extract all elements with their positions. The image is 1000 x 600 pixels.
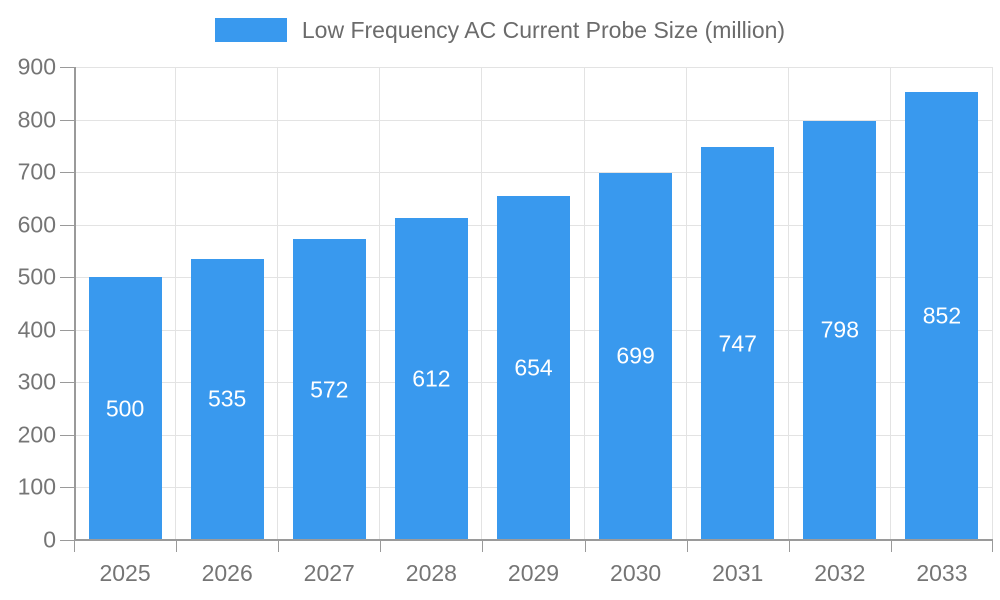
legend-label: Low Frequency AC Current Probe Size (mil… xyxy=(301,16,786,43)
x-axis-label: 2031 xyxy=(712,560,764,586)
y-axis-label: 800 xyxy=(17,106,56,133)
x-axis-tick xyxy=(890,540,892,552)
gridline-horizontal xyxy=(74,119,993,121)
bar[interactable] xyxy=(497,196,570,540)
gridline-vertical xyxy=(277,67,279,540)
x-axis-tick xyxy=(584,540,586,552)
y-axis-label: 300 xyxy=(17,368,56,395)
x-axis-label: 2025 xyxy=(99,560,151,586)
x-axis-tick xyxy=(278,540,280,552)
y-axis-tick xyxy=(60,487,74,489)
y-axis-label: 0 xyxy=(43,526,56,553)
bar-value-label: 699 xyxy=(616,342,655,369)
y-axis-label: 200 xyxy=(17,421,56,448)
gridline-horizontal xyxy=(74,67,993,68)
bar-value-label: 535 xyxy=(207,385,247,412)
y-axis-tick xyxy=(60,382,74,384)
gridline-vertical xyxy=(175,67,177,540)
legend-swatch-icon xyxy=(214,18,287,42)
x-axis-label: 2026 xyxy=(201,560,253,586)
bar[interactable] xyxy=(88,277,162,540)
bar-value-label: 852 xyxy=(922,302,962,329)
y-axis-tick xyxy=(60,224,74,226)
gridline-vertical xyxy=(481,67,483,540)
y-axis-label: 500 xyxy=(17,263,56,290)
plot-area: 500 535 572 612 654 699 747 798 852 xyxy=(74,67,993,541)
bar-value-label: 572 xyxy=(310,376,349,403)
bar-value-label: 500 xyxy=(105,395,145,422)
gridline-vertical xyxy=(583,67,585,540)
y-axis-label: 700 xyxy=(17,158,56,185)
bar-value-label: 654 xyxy=(514,354,553,381)
gridline-vertical xyxy=(889,67,891,540)
x-axis-label: 2033 xyxy=(916,560,968,586)
y-axis-line xyxy=(74,67,76,540)
x-axis-tick xyxy=(992,540,993,552)
x-axis-tick xyxy=(482,540,484,552)
y-axis-label: 100 xyxy=(17,473,56,500)
y-axis-tick xyxy=(60,277,74,279)
gridline-vertical xyxy=(379,67,381,540)
y-axis-label: 400 xyxy=(17,316,56,343)
bar[interactable] xyxy=(394,218,468,540)
y-axis-label: 900 xyxy=(17,53,56,80)
bar-value-label: 747 xyxy=(718,330,757,357)
bar[interactable] xyxy=(292,239,366,540)
x-axis-tick xyxy=(176,540,178,552)
x-axis-tick xyxy=(380,540,382,552)
bar[interactable] xyxy=(803,120,877,540)
x-axis-label: 2029 xyxy=(507,560,560,586)
bar-value-label: 798 xyxy=(820,316,860,343)
bar[interactable] xyxy=(701,147,775,540)
y-axis-label: 600 xyxy=(17,211,56,238)
bar[interactable] xyxy=(190,258,264,540)
x-axis-tick xyxy=(788,540,790,552)
y-axis-tick xyxy=(60,540,74,541)
gridline-horizontal xyxy=(74,172,993,174)
gridline-vertical xyxy=(787,67,789,540)
bar[interactable] xyxy=(905,92,979,540)
bar-value-label: 612 xyxy=(412,365,451,392)
x-axis-label: 2028 xyxy=(405,560,457,586)
y-axis-tick xyxy=(60,329,74,331)
y-axis-tick xyxy=(60,434,74,436)
x-axis-label: 2030 xyxy=(610,560,662,586)
x-axis-tick xyxy=(686,540,688,552)
x-axis-line xyxy=(74,539,993,541)
bar[interactable] xyxy=(599,172,673,540)
gridline-vertical xyxy=(992,67,993,540)
chart-legend[interactable]: Low Frequency AC Current Probe Size (mil… xyxy=(0,15,1000,45)
y-axis-tick xyxy=(60,172,74,174)
x-axis-tick xyxy=(74,540,75,552)
x-axis-label: 2032 xyxy=(814,560,866,586)
gridline-vertical xyxy=(685,67,687,540)
x-axis-label: 2027 xyxy=(303,560,355,586)
y-axis-tick xyxy=(60,67,74,68)
y-axis-tick xyxy=(60,119,74,121)
